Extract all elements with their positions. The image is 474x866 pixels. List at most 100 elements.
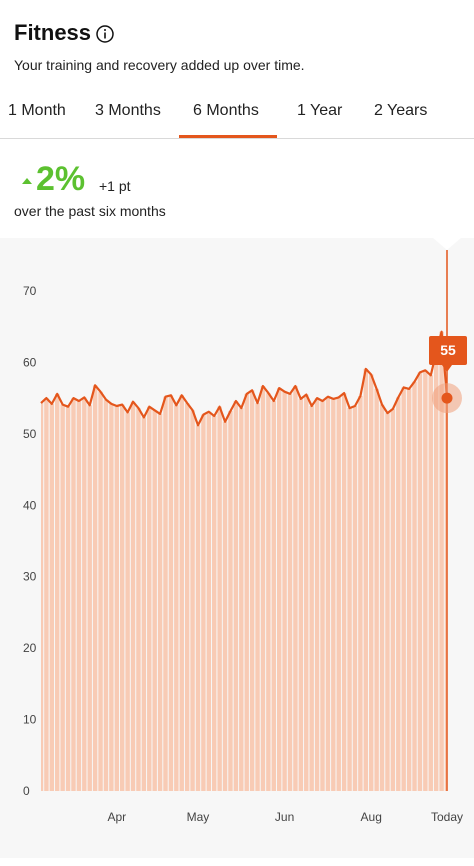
chart-bar	[276, 388, 282, 791]
info-circle-icon[interactable]	[96, 25, 114, 43]
chart-bar	[233, 401, 239, 791]
chart-bar	[55, 393, 60, 791]
chart-bar	[76, 401, 82, 791]
chart-bar	[433, 352, 439, 791]
chart-bar	[352, 406, 358, 791]
y-tick-label: 50	[23, 427, 37, 441]
change-points: +1 pt	[99, 178, 131, 194]
chart-bar	[385, 413, 390, 791]
chart-bar	[244, 393, 249, 791]
chart-bar	[336, 397, 341, 791]
chart-bar	[320, 401, 325, 791]
range-tabs: 1 Month 3 Months 6 Months 1 Year 2 Years	[0, 90, 474, 139]
y-tick-label: 10	[23, 713, 37, 727]
chart-bar	[71, 398, 76, 791]
page-title: Fitness	[14, 20, 92, 45]
chart-bar	[401, 387, 406, 791]
page-subtitle: Your training and recovery added up over…	[14, 57, 305, 73]
chart-bar	[358, 396, 363, 791]
chart-bar	[60, 404, 65, 791]
chart-bar	[163, 396, 168, 791]
chart-bar	[341, 393, 347, 791]
chart-bar	[87, 405, 92, 791]
y-tick-label: 70	[23, 284, 37, 298]
chart-bar	[396, 397, 401, 791]
change-percent: 2%	[36, 160, 86, 198]
chart-bar	[249, 390, 255, 791]
chart-bar	[412, 381, 417, 791]
chart-bar	[147, 406, 152, 791]
chart-bar	[184, 403, 190, 791]
chart-bar	[228, 411, 233, 791]
chart-bar	[157, 413, 163, 791]
chart-bar	[314, 398, 320, 791]
x-tick-label: Apr	[107, 810, 126, 824]
chart-bar	[49, 403, 55, 791]
selection-dot[interactable]	[441, 392, 453, 404]
y-tick-label: 0	[23, 784, 30, 798]
chart-bar	[217, 406, 222, 791]
y-tick-label: 60	[23, 355, 37, 369]
chart-bar	[125, 412, 130, 791]
chart-bar	[347, 408, 352, 791]
chart-bar	[92, 385, 98, 791]
chart-bar	[304, 394, 309, 791]
y-tick-label: 20	[23, 641, 37, 655]
chart-bar	[141, 417, 147, 791]
value-tooltip: 55	[429, 336, 467, 372]
tab-3-months[interactable]: 3 Months	[95, 102, 161, 119]
chart-notch	[433, 238, 461, 250]
chart-bar	[168, 395, 174, 791]
chart-bar	[119, 404, 125, 791]
chart-bar	[109, 403, 114, 791]
chart-bar	[271, 401, 276, 791]
chart-bar	[282, 391, 287, 791]
chart-bar	[325, 396, 331, 791]
summary-panel	[0, 140, 474, 238]
chart-bar	[65, 406, 71, 791]
tab-6-months[interactable]: 6 Months	[193, 102, 259, 119]
y-tick-label: 30	[23, 570, 37, 584]
chart-bar	[309, 406, 314, 791]
chart-bar	[298, 398, 304, 791]
y-tick-label: 40	[23, 498, 37, 512]
x-tick-label: Aug	[361, 810, 382, 824]
tab-1-month[interactable]: 1 Month	[8, 102, 66, 119]
chart-bar	[195, 425, 201, 791]
chart-bar	[103, 399, 109, 791]
chart-bar	[428, 375, 433, 791]
chart-bar	[374, 388, 379, 791]
chart-bar	[44, 398, 49, 791]
fitness-line	[40, 330, 449, 427]
x-tick-label: May	[187, 810, 210, 824]
chart-bar	[136, 408, 141, 791]
chart-bar	[406, 388, 412, 791]
chart-bar	[293, 386, 298, 791]
chart-bar	[206, 411, 212, 791]
tooltip-value: 55	[440, 342, 456, 358]
chart-bar	[212, 416, 217, 791]
chart-bar	[255, 403, 260, 791]
chart-bar	[423, 370, 428, 791]
x-tick-label: Today	[431, 810, 463, 824]
tab-2-years[interactable]: 2 Years	[374, 102, 428, 119]
bottom-spacer	[0, 858, 474, 866]
chart-bar	[363, 368, 369, 791]
chart-bar	[369, 374, 374, 791]
header: Fitness Your training and recovery added…	[0, 0, 474, 80]
tab-1-year[interactable]: 1 Year	[297, 102, 343, 119]
chart-bar	[331, 398, 336, 791]
chart-bar	[190, 410, 195, 791]
chart-bar	[130, 401, 136, 791]
chart-bar	[287, 393, 293, 791]
up-triangle-icon	[22, 178, 32, 184]
chart-bar	[266, 393, 271, 791]
chart-bar	[174, 405, 179, 791]
chart-bar	[239, 408, 244, 791]
chart-bar	[98, 391, 103, 791]
change-period: over the past six months	[14, 203, 166, 219]
chart-bar	[222, 421, 228, 791]
chart-bar	[152, 410, 157, 791]
chart-bar	[114, 406, 119, 791]
